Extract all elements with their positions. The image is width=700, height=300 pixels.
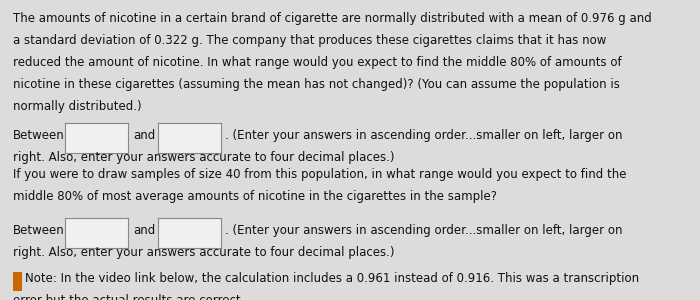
Text: and: and: [134, 224, 156, 237]
Text: Between: Between: [13, 129, 64, 142]
Text: normally distributed.): normally distributed.): [13, 100, 141, 112]
Text: right. Also, enter your answers accurate to four decimal places.): right. Also, enter your answers accurate…: [13, 246, 394, 259]
Text: . (Enter your answers in ascending order...smaller on left, larger on: . (Enter your answers in ascending order…: [225, 129, 623, 142]
Text: If you were to draw samples of size 40 from this population, in what range would: If you were to draw samples of size 40 f…: [13, 168, 626, 182]
Text: nicotine in these cigarettes (assuming the mean has not changed)? (You can assum: nicotine in these cigarettes (assuming t…: [13, 78, 620, 91]
Text: right. Also, enter your answers accurate to four decimal places.): right. Also, enter your answers accurate…: [13, 151, 394, 164]
Text: reduced the amount of nicotine. In what range would you expect to find the middl: reduced the amount of nicotine. In what …: [13, 56, 621, 69]
Text: The amounts of nicotine in a certain brand of cigarette are normally distributed: The amounts of nicotine in a certain bra…: [13, 12, 651, 25]
Text: error but the actual results are correct.: error but the actual results are correct…: [13, 294, 244, 300]
Text: and: and: [134, 129, 156, 142]
Text: middle 80% of most average amounts of nicotine in the cigarettes in the sample?: middle 80% of most average amounts of ni…: [13, 190, 496, 203]
Text: a standard deviation of 0.322 g. The company that produces these cigarettes clai: a standard deviation of 0.322 g. The com…: [13, 34, 606, 47]
Text: Note: In the video link below, the calculation includes a 0.961 instead of 0.916: Note: In the video link below, the calcu…: [25, 272, 639, 285]
Text: . (Enter your answers in ascending order...smaller on left, larger on: . (Enter your answers in ascending order…: [225, 224, 623, 237]
Text: Between: Between: [13, 224, 64, 237]
